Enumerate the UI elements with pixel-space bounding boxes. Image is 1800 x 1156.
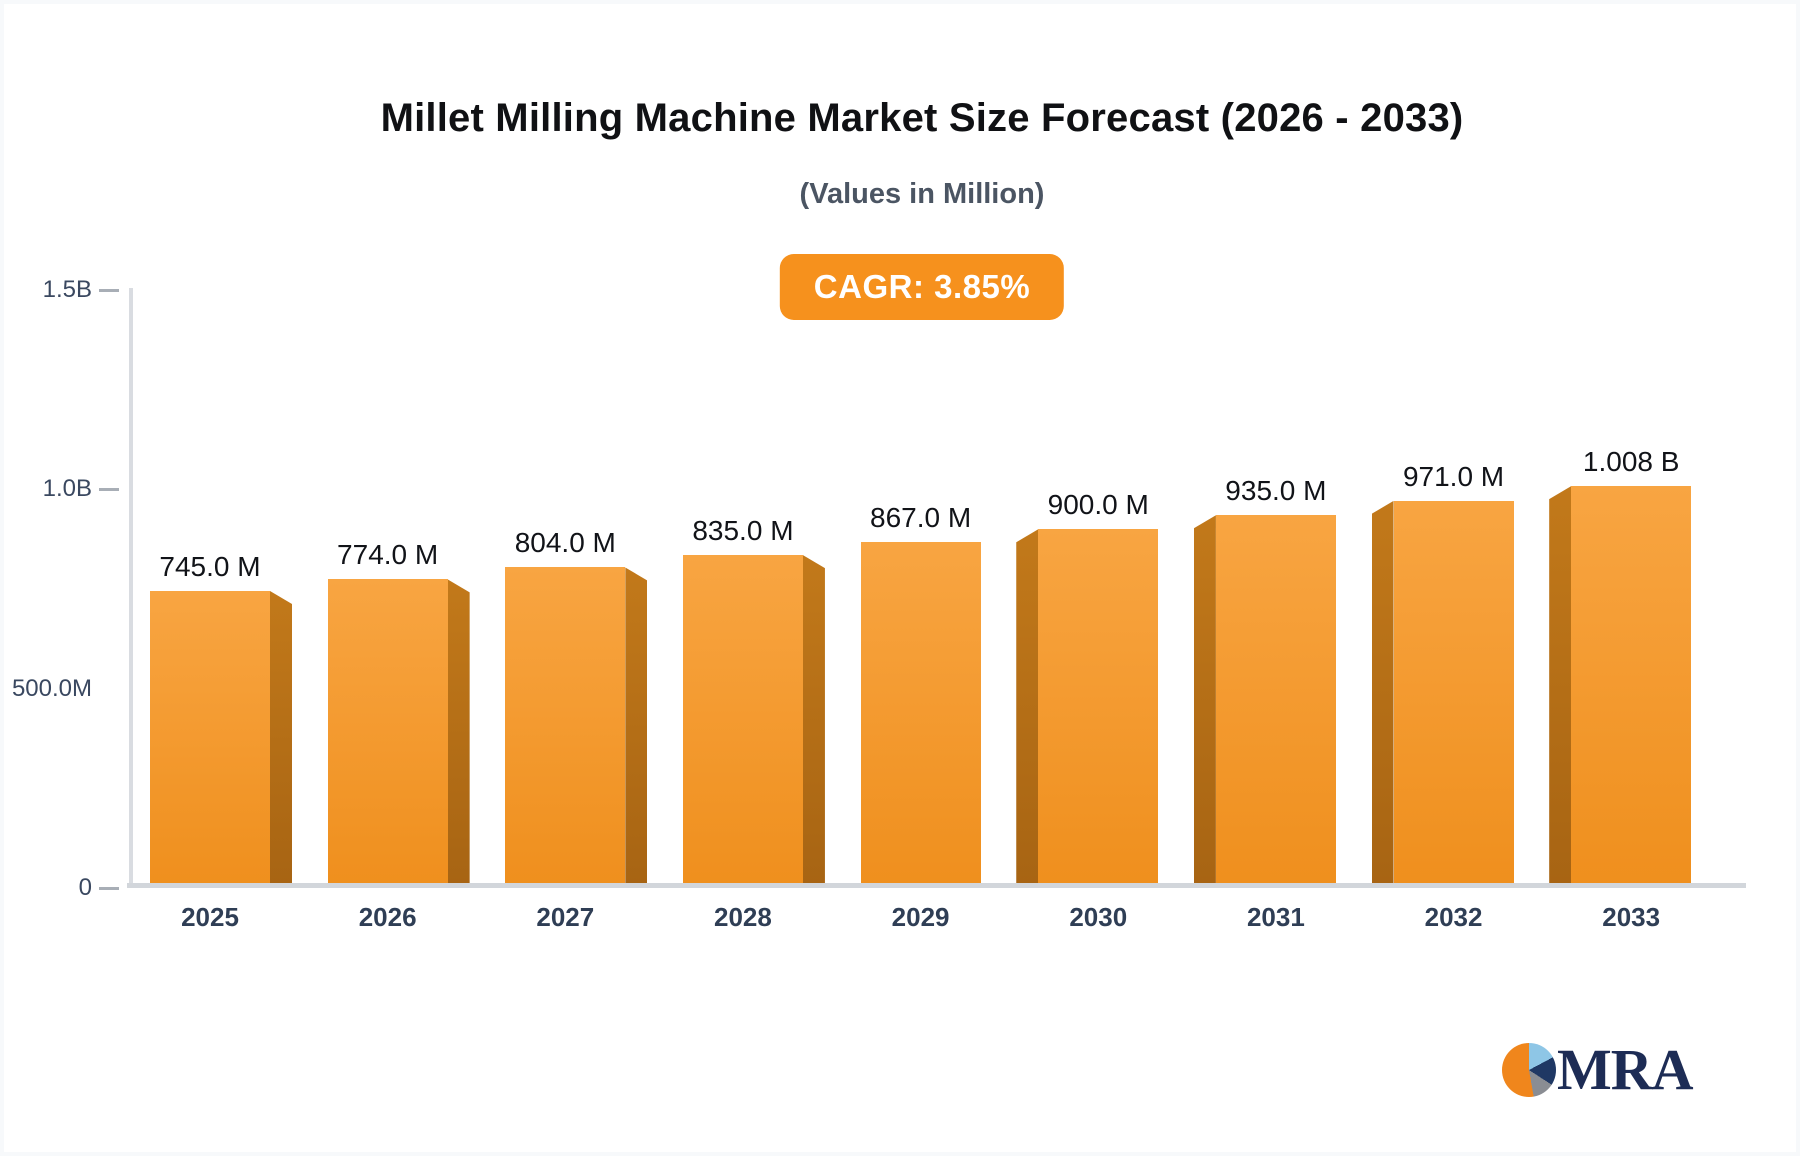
bar-side-face — [1193, 515, 1216, 888]
x-axis-baseline — [127, 883, 1746, 888]
x-axis-label: 2025 — [181, 902, 239, 932]
bar-side-face — [625, 567, 648, 888]
y-axis-label: 1.0B — [42, 475, 92, 503]
x-axis-label: 2033 — [1602, 902, 1661, 932]
bar — [1038, 529, 1159, 888]
bar — [1393, 500, 1514, 888]
bar-value-label: 1.008 B — [1582, 446, 1680, 478]
bar-side-face — [1371, 500, 1394, 888]
bar-side-face — [1016, 529, 1039, 888]
y-tick-dash — [99, 886, 119, 890]
bar — [327, 579, 448, 888]
y-axis-label: 500.0M — [11, 674, 92, 702]
cagr-badge: CAGR: 3.85% — [779, 254, 1065, 320]
bar-value-label: 804.0 M — [514, 527, 616, 559]
chart-subtitle: (Values in Million) — [799, 178, 1045, 210]
chart-title: Millet Milling Machine Market Size Forec… — [380, 96, 1464, 140]
x-axis-label: 2029 — [891, 902, 950, 932]
brand-logo-text: MRA — [1557, 1037, 1694, 1102]
y-tick-dash — [99, 288, 119, 292]
bar — [682, 555, 803, 888]
bar-value-label: 774.0 M — [337, 539, 439, 571]
bar-value-label: 745.0 M — [159, 550, 261, 582]
bar — [1215, 515, 1336, 888]
y-axis-label: 0 — [78, 874, 92, 901]
x-axis-label: 2027 — [536, 902, 595, 932]
x-axis-label: 2026 — [358, 902, 417, 932]
x-axis-label: 2032 — [1424, 902, 1483, 932]
y-axis-label: 1.5B — [42, 276, 92, 303]
y-tick-dash — [99, 487, 119, 491]
bar-value-label: 935.0 M — [1225, 475, 1327, 507]
bar-value-label: 900.0 M — [1047, 489, 1149, 521]
bar-value-label: 835.0 M — [692, 515, 794, 547]
bar — [505, 567, 626, 888]
bar-value-label: 867.0 M — [870, 502, 972, 534]
bar-side-face — [1549, 486, 1572, 888]
x-axis-label: 2030 — [1069, 902, 1128, 932]
bar — [1571, 486, 1692, 888]
bar-side-face — [270, 590, 292, 888]
bar — [860, 542, 981, 888]
y-axis-line — [129, 288, 133, 888]
bar-value-label: 971.0 M — [1402, 460, 1505, 492]
x-axis-label: 2028 — [714, 902, 772, 932]
bar — [150, 590, 270, 888]
bar-side-face — [802, 555, 825, 888]
bar-side-face — [447, 579, 470, 888]
pie-chart-icon — [1502, 1042, 1556, 1097]
brand-logo: MRA — [1502, 1036, 1694, 1103]
x-axis-label: 2031 — [1246, 902, 1305, 932]
